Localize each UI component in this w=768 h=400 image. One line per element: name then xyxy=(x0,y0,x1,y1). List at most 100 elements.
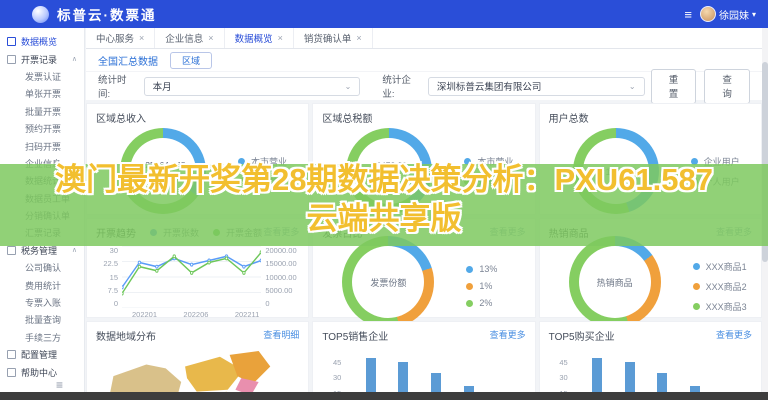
sidebar-item-0[interactable]: 数据概览 xyxy=(0,33,84,50)
sidebar-item-label: 费用统计 xyxy=(25,280,62,291)
subtab-summary[interactable]: 全国汇总数据 xyxy=(98,56,158,68)
overlay-line1: 澳门最新开奖第28期数据决策分析：PXU61.587 xyxy=(54,162,714,197)
navbar-right: ≡ 徐园妹 ▾ xyxy=(684,6,756,22)
legend-item: 本市营业 xyxy=(238,155,287,168)
card-title: TOP5销售企业 xyxy=(322,332,389,343)
close-icon[interactable]: × xyxy=(277,33,283,43)
bottom-dark-strip xyxy=(0,392,768,400)
sidebar-item-label: 预约开票 xyxy=(25,124,62,135)
donut-center-value: 发票份额 xyxy=(370,277,407,288)
legend-item: 13% xyxy=(466,264,497,274)
overlay-watermark-text: 澳门最新开奖第28期数据决策分析：PXU61.587 云端共享版 xyxy=(0,160,768,238)
sidebar-item-18[interactable]: 配置管理 xyxy=(0,346,84,363)
chart-legend: XXX商品1 XXX商品2 XXX商品3 xyxy=(692,260,747,313)
avatar xyxy=(699,6,716,22)
subtab-bar: 全国汇总数据 区域 xyxy=(86,49,762,71)
axis-tick: 0 xyxy=(265,299,270,308)
legend-dot-icon xyxy=(690,157,698,165)
sidebar-item-label: 数据概览 xyxy=(21,37,58,48)
chart-legend: 13% 1% 2% xyxy=(466,264,497,308)
axis-tick: 10000.00 xyxy=(265,272,297,282)
menu-square-icon xyxy=(7,245,16,255)
tab-0[interactable]: 中心服务 × xyxy=(86,28,156,48)
legend-item: 1% xyxy=(466,281,497,291)
company-input-value: 深圳标普云集团有限公司 xyxy=(436,82,542,93)
legend-label: 1% xyxy=(479,281,493,291)
view-more-link[interactable]: 查看更多 xyxy=(715,330,752,340)
search-button[interactable]: 查询 xyxy=(704,68,750,104)
axis-tick: 202206 xyxy=(183,310,209,319)
sidebar-item-1[interactable]: 开票记录 ∧ xyxy=(0,50,84,67)
sidebar-item-6[interactable]: 扫码开票 xyxy=(0,137,84,154)
sidebar-item-3[interactable]: 单张开票 xyxy=(0,85,84,102)
time-select[interactable]: 本月 ⌄ xyxy=(143,76,361,96)
sidebar-item-14[interactable]: 费用统计 xyxy=(0,276,84,293)
legend-label: 本市营业 xyxy=(477,156,514,167)
axis-tick: 30 xyxy=(109,246,118,255)
donut-center: 发票份额 xyxy=(352,246,425,318)
card-title: 区域总收入 xyxy=(96,114,146,125)
donut: 发票份额 xyxy=(342,236,435,328)
user-menu[interactable]: 徐园妹 ▾ xyxy=(699,6,756,22)
sidebar-item-15[interactable]: 专票入账 xyxy=(0,294,84,311)
legend-dot-icon xyxy=(464,157,472,165)
sidebar-item-13[interactable]: 公司确认 xyxy=(0,259,84,276)
sidebar-item-19[interactable]: 帮助中心 xyxy=(0,363,84,380)
subtab-region[interactable]: 区域 xyxy=(170,51,213,69)
tab-label: 数据概览 xyxy=(234,34,273,45)
legend-dot-icon xyxy=(466,299,474,307)
bar xyxy=(591,358,602,400)
legend-item: 2% xyxy=(466,298,497,308)
sidebar-item-2[interactable]: 发票认证 xyxy=(0,68,84,85)
view-more-link[interactable]: 查看更多 xyxy=(489,330,526,340)
axis-tick: 30 xyxy=(559,373,568,383)
top-navbar: 标普云·数票通 ≡ 徐园妹 ▾ xyxy=(0,0,768,28)
card-title: 区域总税额 xyxy=(322,114,373,125)
view-detail-link[interactable]: 查看明细 xyxy=(263,330,300,340)
sidebar-item-7[interactable]: 企业信息 xyxy=(0,155,84,172)
brand: 标普云·数票通 xyxy=(32,4,157,24)
sidebar-item-label: 单张开票 xyxy=(25,89,62,100)
legend-label: XXX商品1 xyxy=(705,261,747,272)
legend-item: XXX商品3 xyxy=(692,300,747,313)
sidebar-item-4[interactable]: 批量开票 xyxy=(0,103,84,120)
company-filter-label: 统计企业: xyxy=(382,75,411,100)
filter-bar: 统计时间: 本月 ⌄ 统计企业: 深圳标普云集团有限公司 ⌄ 重置 查询 xyxy=(86,68,762,104)
hamburger-icon[interactable]: ≡ xyxy=(684,6,692,22)
close-icon[interactable]: × xyxy=(356,33,362,43)
sidebar-item-5[interactable]: 预约开票 xyxy=(0,120,84,137)
card-title: TOP5购买企业 xyxy=(548,332,615,343)
sidebar-item-16[interactable]: 批量查询 xyxy=(0,311,84,328)
tab-2[interactable]: 数据概览 × xyxy=(225,28,294,48)
tab-3[interactable]: 销货确认单 × xyxy=(294,28,373,48)
scrollbar-thumb[interactable] xyxy=(762,62,768,262)
sidebar-collapse-icon[interactable]: ≡ xyxy=(56,378,64,392)
tab-label: 中心服务 xyxy=(96,34,135,45)
line-chart: 30 22.5 15 7.5 0 20000.00 15000.00 10000.00 500… xyxy=(96,246,299,308)
tab-1[interactable]: 企业信息 × xyxy=(155,28,225,48)
filter-buttons: 重置 查询 xyxy=(650,68,750,104)
card-top5-buyers: TOP5购买企业 查看更多 4530150 xyxy=(538,321,762,400)
card-top5-sellers: TOP5销售企业 查看更多 4530150 xyxy=(312,321,536,400)
sidebar-item-label: 公司确认 xyxy=(25,263,62,274)
donut-center: 热销商品 xyxy=(578,246,651,318)
reset-button[interactable]: 重置 xyxy=(650,68,697,104)
sidebar-item-12[interactable]: 税务管理 ∧ xyxy=(0,242,84,259)
bar xyxy=(657,372,668,400)
time-filter-label: 统计时间: xyxy=(98,75,127,100)
sidebar-item-17[interactable]: 手续三方 xyxy=(0,329,84,346)
close-icon[interactable]: × xyxy=(208,33,214,43)
overlay-band xyxy=(0,164,768,246)
close-icon[interactable]: × xyxy=(139,33,145,43)
company-input[interactable]: 深圳标普云集团有限公司 ⌄ xyxy=(427,76,645,96)
legend-item: XXX商品1 xyxy=(692,260,747,273)
menu-square-icon xyxy=(7,37,16,47)
sidebar-item-label: 扫码开票 xyxy=(25,141,62,152)
legend-label: 本市营业 xyxy=(251,156,288,167)
axis-tick: 22.5 xyxy=(103,259,118,269)
bottom-row: 数据地域分布 查看明细 xyxy=(86,321,762,400)
donut-chart: 热销商品 XXX商品1 XXX商品2 XXX商品3 xyxy=(549,236,752,330)
axis-tick: 30 xyxy=(332,373,342,383)
legend-dot-icon xyxy=(692,262,700,270)
axis-tick: 45 xyxy=(332,357,342,367)
